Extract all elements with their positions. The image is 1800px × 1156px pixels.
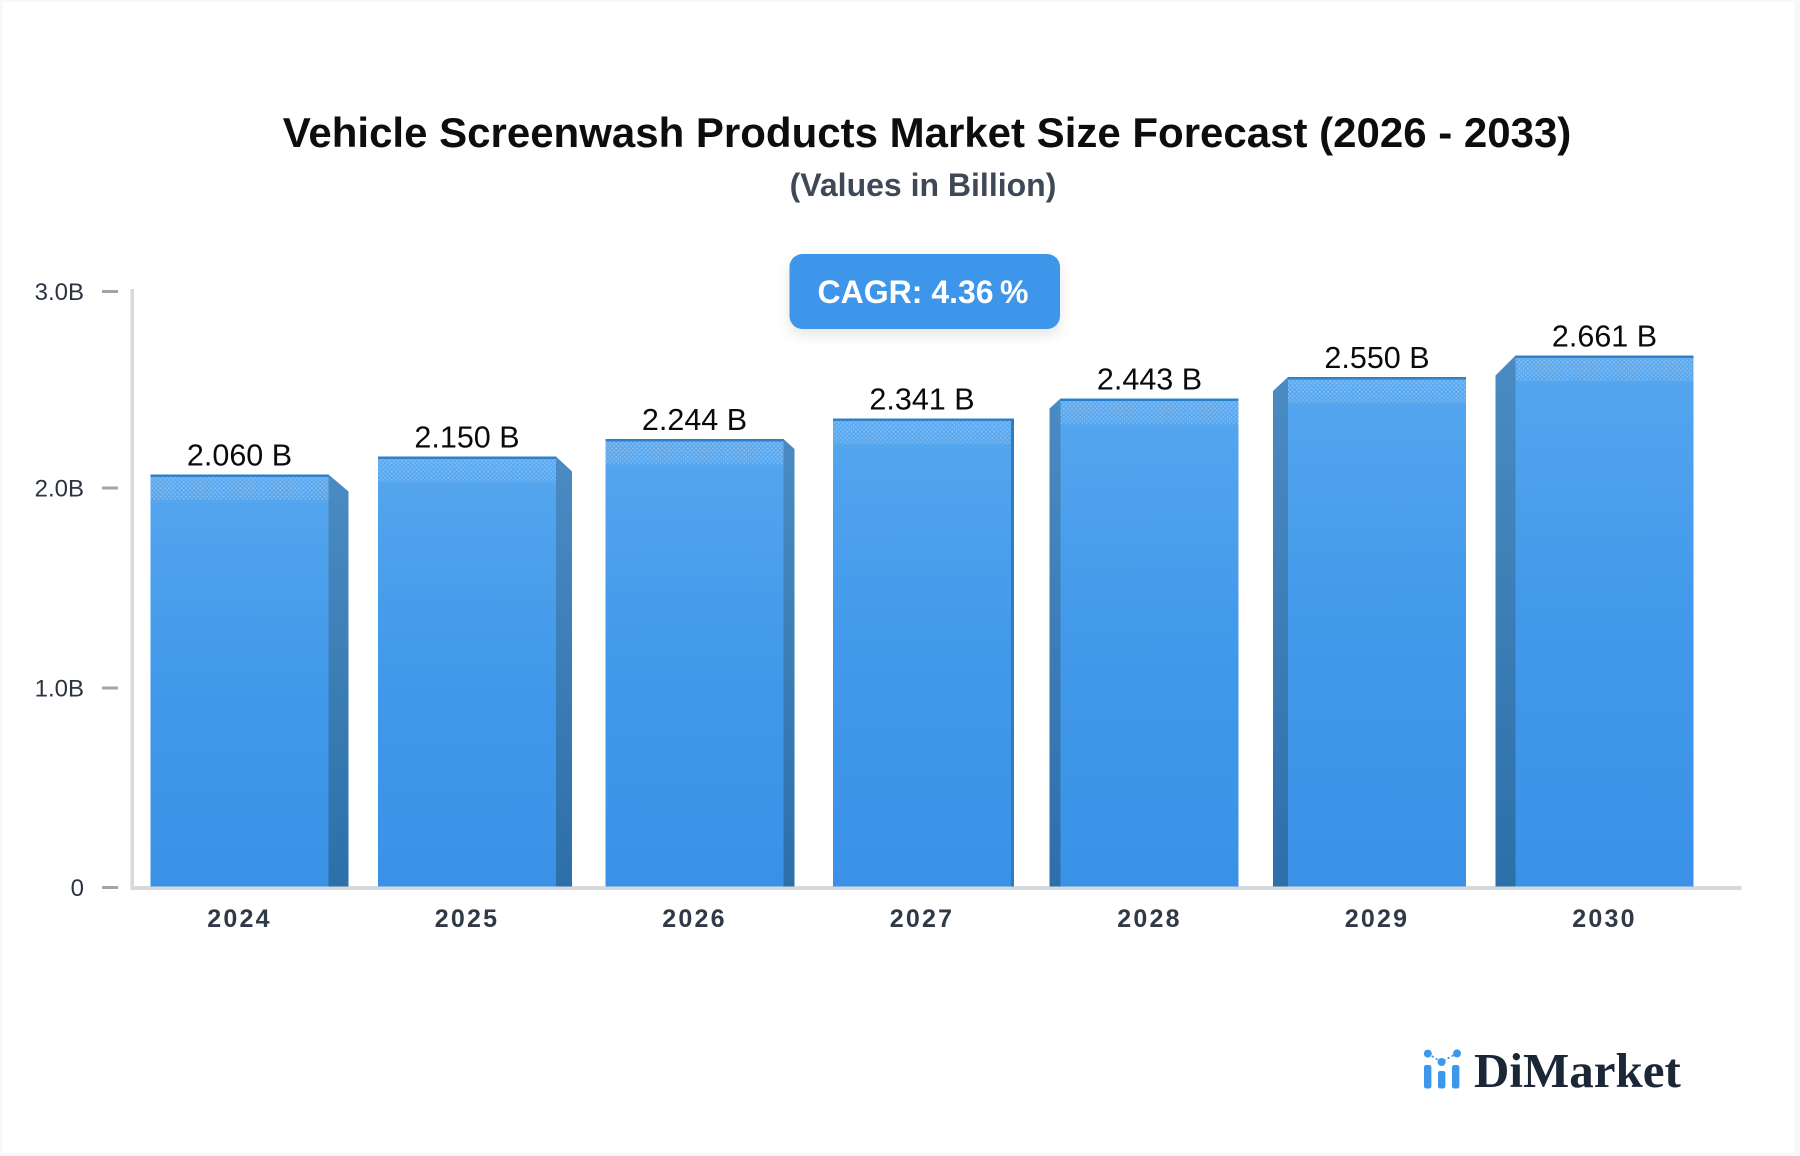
svg-text:2.661 B: 2.661 B <box>1552 320 1657 354</box>
svg-text:0: 0 <box>71 875 84 902</box>
svg-text:2027: 2027 <box>890 905 954 933</box>
svg-text:Vehicle Screenwash Products Ma: Vehicle Screenwash Products Market Size … <box>283 109 1572 156</box>
svg-text:2.150 B: 2.150 B <box>414 421 519 455</box>
svg-text:2.060 B: 2.060 B <box>187 439 292 473</box>
svg-text:2026: 2026 <box>662 905 726 933</box>
svg-text:(Values in Billion): (Values in Billion) <box>790 167 1057 203</box>
svg-text:2030: 2030 <box>1572 905 1636 933</box>
svg-text:2029: 2029 <box>1345 905 1409 933</box>
svg-text:CAGR: 4.36 %: CAGR: 4.36 % <box>818 274 1029 310</box>
svg-text:1.0B: 1.0B <box>35 676 84 703</box>
svg-text:2.443 B: 2.443 B <box>1097 363 1202 397</box>
svg-text:2024: 2024 <box>207 905 271 933</box>
svg-text:3.0B: 3.0B <box>35 279 84 306</box>
svg-text:2025: 2025 <box>435 905 499 933</box>
svg-text:2.341 B: 2.341 B <box>869 383 974 417</box>
svg-text:2.244 B: 2.244 B <box>642 403 747 437</box>
svg-text:2.0B: 2.0B <box>35 476 84 503</box>
svg-text:2028: 2028 <box>1117 905 1181 933</box>
svg-text:DiMarket: DiMarket <box>1474 1043 1681 1098</box>
svg-text:2.550 B: 2.550 B <box>1324 341 1429 375</box>
